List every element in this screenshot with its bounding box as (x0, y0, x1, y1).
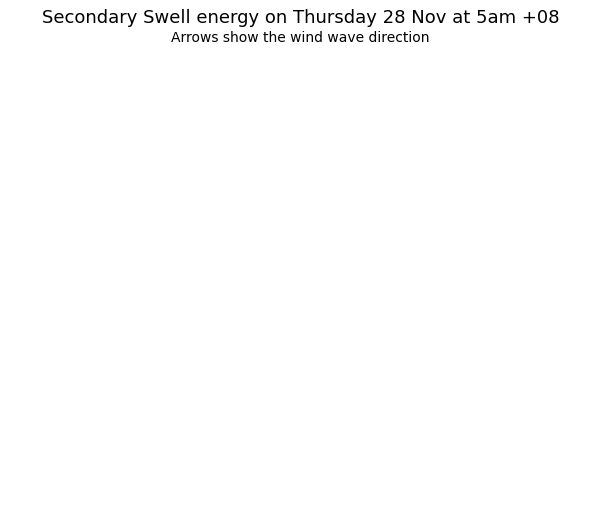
Text: Cartopy required for map rendering: Cartopy required for map rendering (152, 273, 449, 291)
Text: Secondary Swell energy on Thursday 28 Nov at 5am +08: Secondary Swell energy on Thursday 28 No… (41, 9, 560, 27)
Text: Arrows show the wind wave direction: Arrows show the wind wave direction (171, 31, 430, 46)
